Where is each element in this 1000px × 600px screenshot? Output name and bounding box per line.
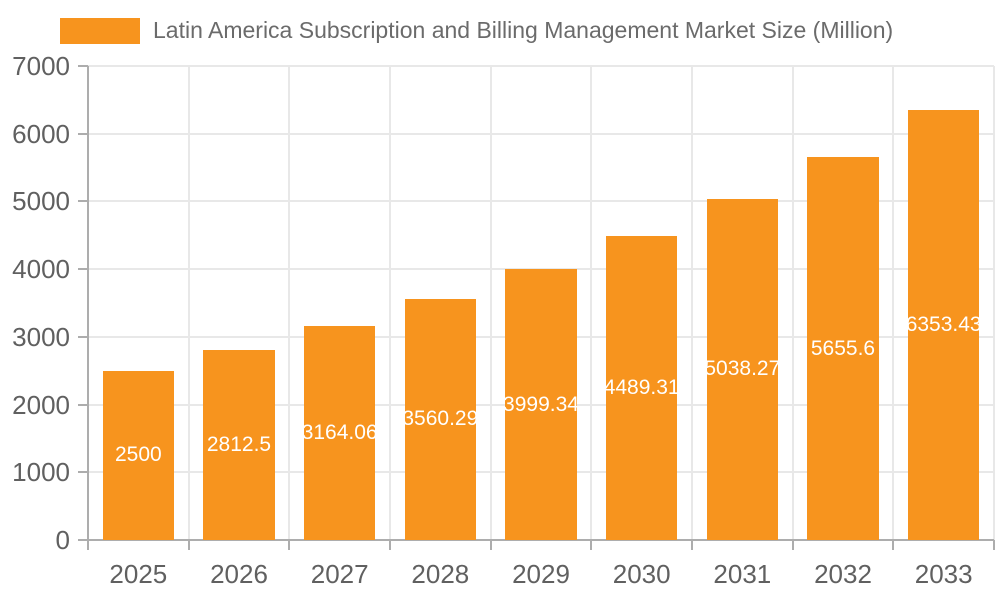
gridline-vertical	[187, 66, 190, 540]
y-axis-label: 1000	[12, 457, 70, 488]
y-axis-tick	[78, 335, 88, 338]
x-axis-label: 2026	[210, 559, 268, 589]
gridline-vertical	[489, 66, 492, 540]
x-axis-label: 2025	[109, 559, 168, 589]
y-axis-line	[87, 66, 89, 540]
x-axis-label: 2028	[411, 559, 470, 589]
gridline-vertical	[892, 66, 895, 540]
x-axis-label: 2027	[310, 559, 369, 589]
y-axis-label: 0	[55, 525, 70, 555]
gridline-vertical	[993, 66, 995, 540]
bar[interactable]	[203, 349, 275, 540]
gridline-vertical	[691, 66, 693, 540]
x-axis-tick	[791, 540, 794, 550]
bar[interactable]	[102, 370, 175, 540]
legend-swatch	[60, 17, 140, 44]
gridline-horizontal	[88, 200, 994, 203]
y-axis-tick	[78, 65, 88, 67]
y-axis-tick	[78, 268, 88, 271]
bar[interactable]	[605, 236, 678, 540]
x-axis-tick	[87, 540, 89, 550]
x-axis-tick	[489, 540, 492, 550]
x-axis-tick	[590, 540, 593, 550]
y-axis-label: 5000	[12, 186, 70, 217]
bar[interactable]	[706, 198, 779, 540]
y-axis-tick	[78, 200, 88, 203]
x-axis-tick	[892, 540, 895, 550]
bar[interactable]	[404, 298, 477, 540]
x-axis-tick	[288, 540, 291, 550]
y-axis-label: 7000	[12, 51, 70, 81]
x-axis-tick	[993, 540, 995, 550]
bar[interactable]	[807, 157, 879, 540]
y-axis-tick	[78, 132, 88, 135]
y-axis-label: 3000	[12, 321, 70, 352]
gridline-vertical	[389, 66, 391, 540]
x-axis-label: 2033	[914, 559, 973, 589]
y-axis-tick	[78, 539, 88, 541]
x-axis-tick	[187, 540, 190, 550]
gridline-vertical	[791, 66, 794, 540]
gridline-horizontal	[88, 268, 994, 271]
y-axis-label: 2000	[12, 389, 70, 420]
legend-item[interactable]: Latin America Subscription and Billing M…	[60, 17, 893, 44]
y-axis-tick	[78, 471, 88, 474]
gridline-vertical	[288, 66, 291, 540]
x-axis-tick	[389, 540, 391, 550]
gridline-horizontal	[88, 65, 994, 67]
x-axis-label: 2030	[612, 559, 671, 589]
gridline-vertical	[590, 66, 593, 540]
x-axis-label: 2029	[512, 559, 570, 589]
y-axis-tick	[78, 403, 88, 406]
y-axis-label: 4000	[12, 254, 70, 285]
x-axis-line	[88, 539, 994, 541]
bar[interactable]	[303, 325, 376, 540]
bar[interactable]	[505, 269, 577, 540]
legend-label: Latin America Subscription and Billing M…	[153, 17, 894, 43]
gridline-horizontal	[88, 132, 994, 135]
bar[interactable]	[907, 109, 980, 540]
x-axis-tick	[691, 540, 693, 550]
x-axis-label: 2032	[814, 559, 872, 589]
y-axis-label: 6000	[12, 118, 70, 149]
x-axis-label: 2031	[713, 559, 772, 589]
